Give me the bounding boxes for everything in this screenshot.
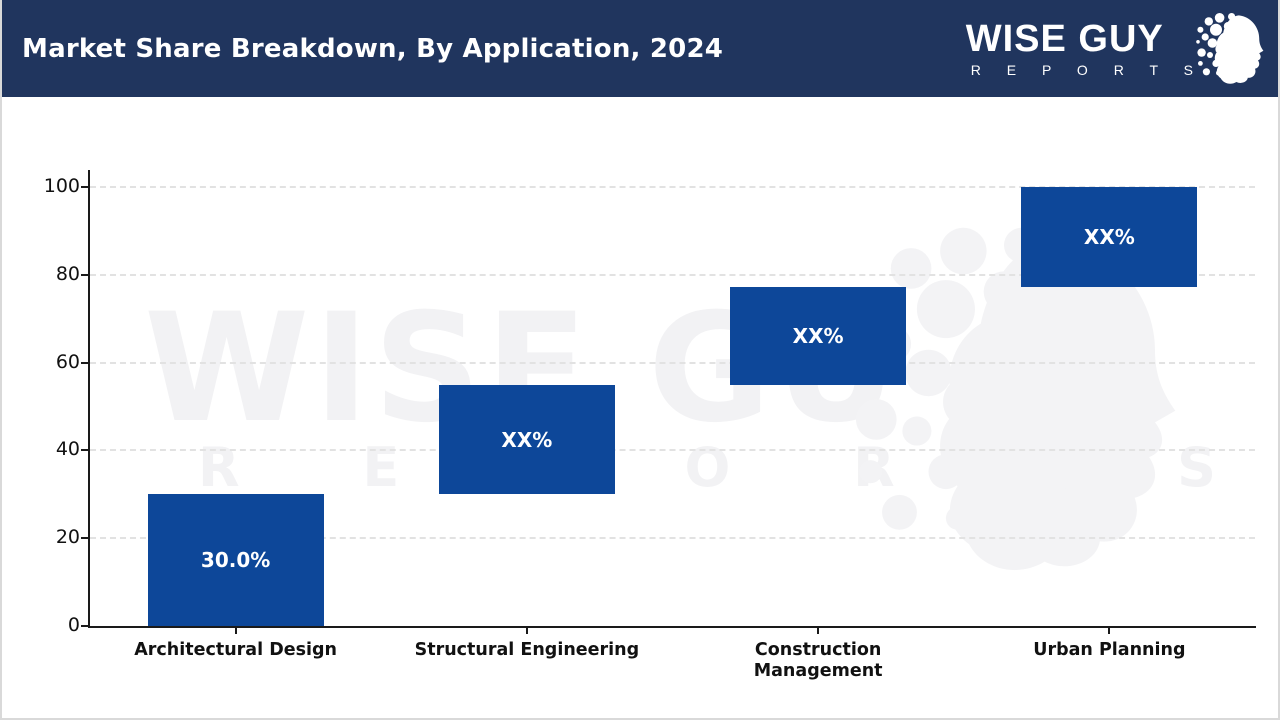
- x-tick-mark: [525, 628, 528, 634]
- bar: XX%: [730, 287, 907, 386]
- x-category-label: Construction Management: [753, 640, 883, 681]
- gridline: [90, 537, 1255, 540]
- x-category-label: Structural Engineering: [414, 640, 640, 660]
- y-tick-mark: [81, 361, 89, 364]
- x-category-label: Urban Planning: [1033, 640, 1186, 660]
- gridline: [90, 361, 1255, 364]
- x-tick-mark: [1108, 628, 1111, 634]
- bar-value-label: XX%: [792, 324, 844, 349]
- bar-value-label: XX%: [1083, 225, 1135, 250]
- y-tick-mark: [81, 273, 89, 276]
- y-tick-label: 20: [55, 526, 80, 549]
- bar-value-label: XX%: [501, 427, 553, 452]
- y-axis-line: [88, 170, 90, 628]
- logo-wordmark-main: WISE GUY: [965, 17, 1164, 60]
- y-tick-label: 40: [55, 438, 80, 461]
- bar: XX%: [438, 385, 615, 495]
- x-axis-line: [88, 626, 1256, 628]
- bar: XX%: [1021, 187, 1198, 288]
- logo-head-icon: [1196, 12, 1264, 84]
- y-tick-label: 0: [67, 614, 80, 636]
- x-tick-mark: [817, 628, 820, 634]
- y-tick-label: 60: [55, 350, 80, 373]
- y-tick-label: 100: [43, 175, 80, 197]
- y-tick-mark: [81, 625, 89, 627]
- brand-logo: WISE GUY R E P O R T S: [966, 8, 1264, 90]
- page-title: Market Share Breakdown, By Application, …: [22, 33, 724, 64]
- y-tick-label: 80: [55, 262, 80, 285]
- bar: 30.0%: [147, 494, 324, 626]
- y-tick-mark: [81, 449, 89, 452]
- x-category-label: Architectural Design: [134, 640, 337, 660]
- logo-wordmark: WISE GUY R E P O R T S: [966, 20, 1204, 78]
- y-tick-mark: [81, 186, 89, 188]
- x-tick-mark: [234, 628, 237, 634]
- bar-value-label: 30.0%: [200, 548, 271, 573]
- header: Market Share Breakdown, By Application, …: [2, 0, 1278, 97]
- y-tick-mark: [81, 537, 89, 540]
- logo-wordmark-sub: R E P O R T S: [970, 61, 1204, 78]
- gridline: [90, 186, 1255, 188]
- gridline: [90, 273, 1255, 276]
- gridline: [90, 449, 1255, 452]
